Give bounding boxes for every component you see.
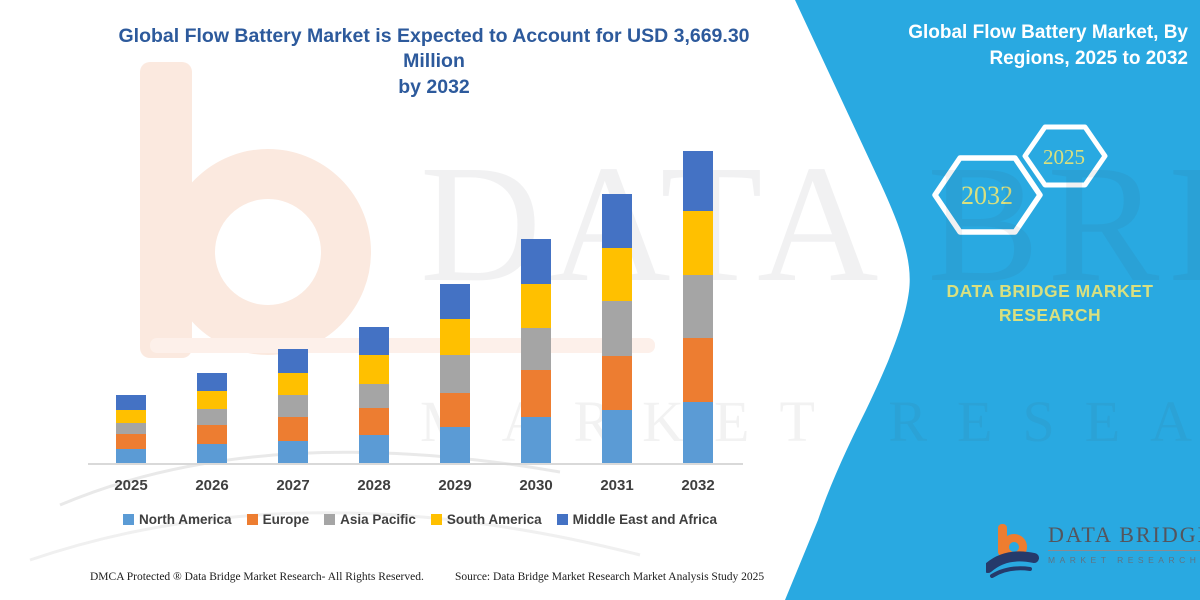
bar-segment-south-america (197, 391, 227, 409)
brand-logo-text: DATA BRIDGE MARKET RESEARCH (1048, 522, 1200, 565)
bar-segment-europe (683, 337, 713, 402)
hexagon-2025-label: 2025 (1043, 145, 1085, 169)
x-tick-label-2027: 2027 (276, 477, 310, 494)
bar-segment-north-america (116, 448, 146, 463)
source-note: Source: Data Bridge Market Research Mark… (455, 571, 765, 583)
x-axis-line (88, 463, 743, 465)
legend-item-middle-east-and-africa: Middle East and Africa (556, 512, 717, 527)
sidebar-brand-line2: RESEARCH (998, 304, 1102, 325)
bar-segment-europe (278, 416, 308, 441)
bar-segment-europe (440, 393, 470, 427)
bar-segment-middle-east-and-africa (683, 150, 713, 211)
bar-segment-europe (521, 369, 551, 417)
bar-segment-middle-east-and-africa (278, 349, 308, 373)
bar-segment-north-america (602, 409, 632, 463)
bar-segment-middle-east-and-africa (521, 238, 551, 285)
bar-2032 (683, 150, 713, 463)
sidebar-brand-text: DATA BRIDGE MARKET RESEARCH (920, 280, 1180, 327)
legend-label: North America (139, 512, 232, 527)
legend-swatch (246, 514, 258, 525)
bar-2025 (116, 395, 146, 463)
bar-segment-north-america (683, 401, 713, 463)
bar-segment-north-america (278, 440, 308, 463)
bar-segment-south-america (359, 355, 389, 384)
legend-item-europe: Europe (246, 512, 310, 527)
sidebar-title: Global Flow Battery Market, By Regions, … (870, 20, 1188, 71)
legend-item-south-america: South America (430, 512, 542, 527)
sidebar-title-line2: Regions, 2025 to 2032 (989, 47, 1188, 69)
sidebar-brand-line1: DATA BRIDGE MARKET (946, 281, 1154, 301)
legend-label: Middle East and Africa (572, 512, 717, 527)
x-axis-labels: 2025 2026 2027 2028 2029 2030 2031 2032 (88, 477, 743, 497)
legend-label: Europe (262, 512, 310, 527)
bar-segment-middle-east-and-africa (602, 194, 632, 248)
brand-logo-name: DATA BRIDGE (1048, 522, 1200, 551)
chart-title: Global Flow Battery Market is Expected t… (88, 24, 780, 100)
chart-title-line1: Global Flow Battery Market is Expected t… (118, 25, 750, 73)
chart-title-line2: by 2032 (398, 75, 470, 98)
hexagon-badges (932, 124, 1108, 235)
bar-2030 (521, 238, 551, 463)
bar-segment-asia-pacific (521, 327, 551, 370)
bar-segment-asia-pacific (116, 423, 146, 435)
bar-segment-asia-pacific (278, 394, 308, 417)
x-tick-label-2025: 2025 (114, 477, 148, 494)
chart-legend: North America Europe Asia Pacific South Ame… (80, 512, 760, 527)
legend-swatch (556, 514, 568, 525)
legend-swatch (324, 514, 336, 525)
bar-segment-middle-east-and-africa (197, 372, 227, 392)
brand-logo-icon (986, 524, 1039, 578)
legend-swatch (123, 514, 135, 525)
plot-area (88, 140, 743, 465)
bar-2029 (440, 284, 470, 463)
bar-segment-middle-east-and-africa (116, 395, 146, 410)
legend-label: South America (446, 512, 542, 527)
brand-logo: DATA BRIDGE MARKET RESEARCH (986, 522, 1200, 578)
brand-logo-subtitle: MARKET RESEARCH (1048, 555, 1200, 565)
bar-segment-south-america (683, 210, 713, 276)
bar-segment-south-america (278, 372, 308, 395)
bar-segment-europe (359, 408, 389, 435)
bar-2031 (602, 194, 632, 463)
bar-segment-north-america (440, 427, 470, 463)
bar-segment-asia-pacific (602, 301, 632, 357)
x-tick-label-2032: 2032 (681, 477, 715, 494)
dmca-notice: DMCA Protected ® Data Bridge Market Rese… (90, 571, 424, 583)
legend-item-north-america: North America (123, 512, 232, 527)
bar-2028 (359, 326, 389, 463)
x-tick-label-2026: 2026 (195, 477, 229, 494)
cyan-panel (785, 0, 1200, 600)
legend-label: Asia Pacific (340, 512, 416, 527)
bar-segment-asia-pacific (197, 408, 227, 426)
bar-segment-europe (197, 425, 227, 444)
bar-segment-middle-east-and-africa (440, 284, 470, 320)
hexagon-2025 (1022, 124, 1108, 188)
bar-segment-south-america (602, 247, 632, 302)
bar-2026 (197, 372, 227, 463)
bar-segment-north-america (197, 443, 227, 463)
bar-segment-europe (602, 356, 632, 410)
bar-segment-south-america (116, 409, 146, 424)
bar-segment-asia-pacific (440, 354, 470, 393)
hexagon-2032 (932, 155, 1043, 235)
x-tick-label-2029: 2029 (438, 477, 472, 494)
legend-item-asia-pacific: Asia Pacific (324, 512, 416, 527)
bar-segment-north-america (359, 435, 389, 463)
x-tick-label-2030: 2030 (519, 477, 553, 494)
x-tick-label-2028: 2028 (357, 477, 391, 494)
bar-segment-north-america (521, 416, 551, 463)
sidebar-title-line1: Global Flow Battery Market, By (908, 22, 1188, 43)
bar-segment-middle-east-and-africa (359, 326, 389, 356)
bar-2027 (278, 349, 308, 463)
bar-segment-europe (116, 434, 146, 449)
bar-segment-asia-pacific (359, 383, 389, 408)
bar-segment-asia-pacific (683, 275, 713, 338)
x-tick-label-2031: 2031 (600, 477, 634, 494)
legend-swatch (430, 514, 442, 525)
bar-segment-south-america (521, 284, 551, 328)
bar-segment-south-america (440, 319, 470, 355)
hexagon-2032-label: 2032 (961, 181, 1013, 210)
